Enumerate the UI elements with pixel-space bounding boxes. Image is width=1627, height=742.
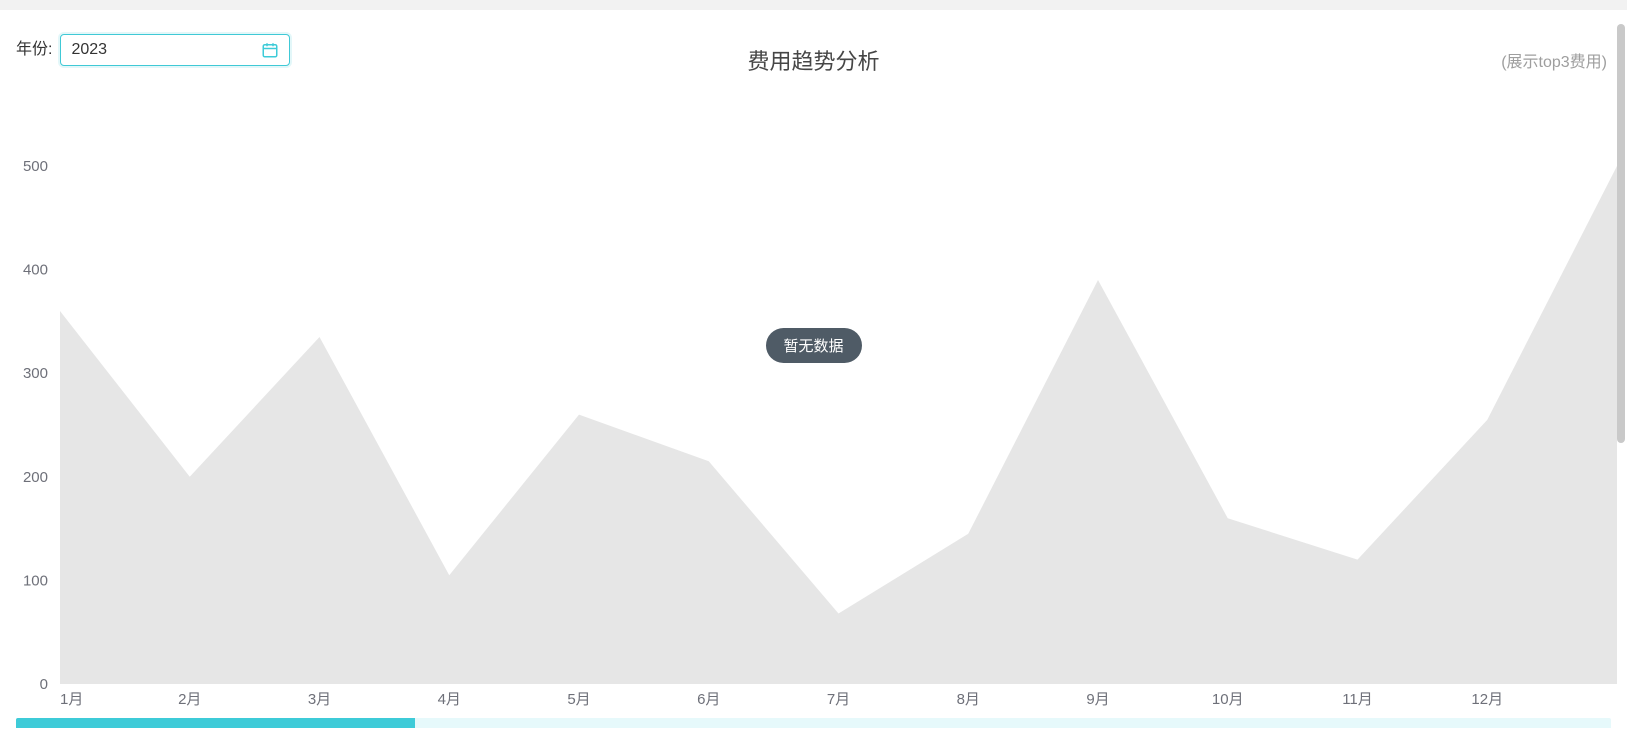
- year-label: 年份:: [16, 34, 52, 66]
- chart-title: 费用趋势分析: [747, 44, 879, 76]
- area-series: [60, 166, 1617, 684]
- bottom-progress-fill: [16, 718, 415, 728]
- y-tick-label: 200: [23, 469, 48, 486]
- chart-subtitle: (展示top3费用): [1501, 48, 1607, 72]
- y-tick-label: 500: [23, 158, 48, 175]
- x-tick-label: 1月: [60, 691, 83, 708]
- x-tick-label: 5月: [567, 691, 590, 708]
- header: 年份: 2023 费用趋势分析 (展示top3费用): [0, 10, 1627, 70]
- x-tick-label: 7月: [827, 691, 850, 708]
- top-strip: [0, 0, 1627, 10]
- x-tick-label: 9月: [1086, 691, 1109, 708]
- scrollbar-thumb[interactable]: [1617, 24, 1625, 443]
- calendar-icon[interactable]: [261, 41, 279, 59]
- bottom-progress-bar[interactable]: [16, 718, 1611, 728]
- y-tick-label: 0: [40, 676, 48, 693]
- y-tick-label: 400: [23, 262, 48, 279]
- year-picker[interactable]: 2023: [60, 34, 290, 66]
- y-tick-label: 100: [23, 572, 48, 589]
- x-tick-label: 6月: [697, 691, 720, 708]
- x-tick-label: 2月: [178, 691, 201, 708]
- vertical-scrollbar[interactable]: [1613, 10, 1627, 708]
- calendar-icon-svg: [261, 41, 279, 59]
- empty-data-tooltip: 暂无数据: [765, 328, 861, 363]
- x-tick-label: 8月: [957, 691, 980, 708]
- chart-area: 0 100 200 300 400 500 1月 2月 3月 4月 5月 6月 7月 8月 9月 10月 11月…: [0, 80, 1627, 708]
- x-tick-label: 11月: [1342, 691, 1373, 708]
- x-tick-label: 12月: [1471, 691, 1503, 708]
- year-value: 2023: [71, 41, 107, 59]
- x-tick-label: 3月: [308, 691, 331, 708]
- x-tick-label: 4月: [438, 691, 461, 708]
- y-tick-label: 300: [23, 365, 48, 382]
- area-chart-svg: 0 100 200 300 400 500 1月 2月 3月 4月 5月 6月 7月 8月 9月 10月 11月…: [0, 80, 1627, 708]
- x-tick-label: 10月: [1212, 691, 1244, 708]
